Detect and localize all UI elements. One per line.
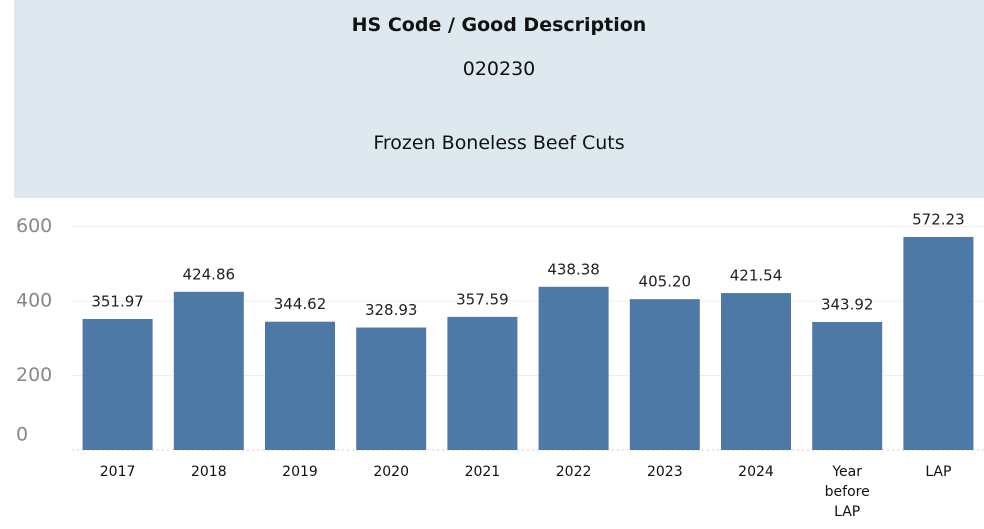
- x-tick-label: Year before LAP: [824, 464, 870, 520]
- x-tick-label: 2022: [555, 464, 592, 480]
- header-panel: HS Code / Good Description 020230 Frozen…: [14, 0, 984, 198]
- x-tick-label: 2023: [646, 464, 683, 480]
- bar: [812, 321, 883, 450]
- bar: [629, 299, 700, 450]
- header-title: HS Code / Good Description: [351, 14, 647, 36]
- value-label: 343.92: [821, 295, 874, 313]
- value-label: 405.20: [639, 273, 692, 291]
- value-label: 344.62: [274, 295, 327, 313]
- x-tick-label: 2018: [190, 464, 227, 480]
- hs-code: 020230: [462, 58, 536, 80]
- value-label: 328.93: [365, 301, 418, 319]
- good-description: Frozen Boneless Beef Cuts: [373, 132, 625, 154]
- bar: [82, 318, 153, 450]
- y-tick-label: 400: [16, 290, 52, 312]
- x-tick-label: 2019: [282, 464, 318, 480]
- x-tick-label: 2021: [464, 464, 501, 480]
- bar: [265, 321, 335, 450]
- value-label: 424.86: [183, 265, 236, 283]
- value-label: 421.54: [730, 267, 783, 285]
- x-tick-label: 2017: [99, 464, 136, 480]
- value-label: 357.59: [456, 290, 509, 308]
- value-label: 351.97: [91, 292, 144, 310]
- x-tick-label: 2024: [738, 464, 774, 480]
- x-tick-label: LAP: [925, 464, 952, 480]
- bar: [538, 286, 609, 450]
- bar: [447, 316, 518, 450]
- x-tick-label: 2020: [373, 464, 409, 480]
- y-tick-label: 600: [16, 215, 52, 237]
- value-label: 438.38: [547, 260, 600, 278]
- value-label: 572.23: [912, 210, 965, 228]
- bar: [173, 291, 244, 450]
- y-tick-label: 0: [16, 424, 28, 446]
- bar: [721, 293, 791, 450]
- bar: [356, 327, 427, 450]
- bar: [903, 236, 974, 450]
- y-tick-label: 200: [16, 364, 52, 386]
